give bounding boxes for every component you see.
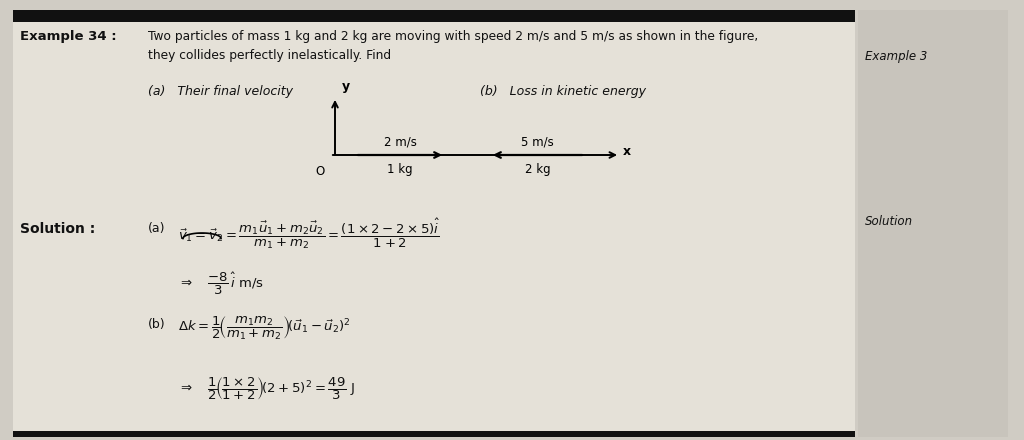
Text: x: x (623, 144, 631, 158)
FancyBboxPatch shape (858, 10, 1008, 437)
Text: $\Rightarrow\quad \dfrac{1}{2}\!\left(\dfrac{1\times2}{1+2}\right)\!(2+5)^2 = \d: $\Rightarrow\quad \dfrac{1}{2}\!\left(\d… (178, 375, 355, 402)
Text: Two particles of mass 1 kg and 2 kg are moving with speed 2 m/s and 5 m/s as sho: Two particles of mass 1 kg and 2 kg are … (148, 30, 758, 62)
FancyBboxPatch shape (13, 10, 855, 437)
Text: Example 3: Example 3 (865, 50, 928, 63)
Text: (a)   Their final velocity: (a) Their final velocity (148, 85, 293, 98)
Text: (b): (b) (148, 318, 166, 331)
Text: $\Rightarrow\quad \dfrac{-8}{3}\,\hat{i}\ \mathrm{m/s}$: $\Rightarrow\quad \dfrac{-8}{3}\,\hat{i}… (178, 270, 264, 297)
Text: $\Delta k = \dfrac{1}{2}\!\left(\dfrac{m_1 m_2}{m_1+m_2}\right)\!(\vec{u}_1 - \v: $\Delta k = \dfrac{1}{2}\!\left(\dfrac{m… (178, 315, 351, 342)
Text: 1 kg: 1 kg (387, 163, 413, 176)
Text: 2 kg: 2 kg (524, 163, 550, 176)
Bar (13, 10, 855, 22)
Text: 5 m/s: 5 m/s (521, 135, 554, 148)
Text: (a): (a) (148, 222, 166, 235)
Text: Example 34 :: Example 34 : (20, 30, 117, 43)
Text: Solution :: Solution : (20, 222, 95, 236)
Text: y: y (342, 80, 350, 93)
Text: $\vec{v}_1 = \vec{v}_2 = \dfrac{m_1\vec{u}_1 + m_2\vec{u}_2}{m_1 + m_2} = \dfrac: $\vec{v}_1 = \vec{v}_2 = \dfrac{m_1\vec{… (178, 217, 440, 251)
Text: Solution: Solution (865, 215, 913, 228)
Text: O: O (315, 165, 325, 178)
Text: (b)   Loss in kinetic energy: (b) Loss in kinetic energy (480, 85, 646, 98)
Bar (13, 431, 855, 437)
Text: 2 m/s: 2 m/s (384, 135, 417, 148)
